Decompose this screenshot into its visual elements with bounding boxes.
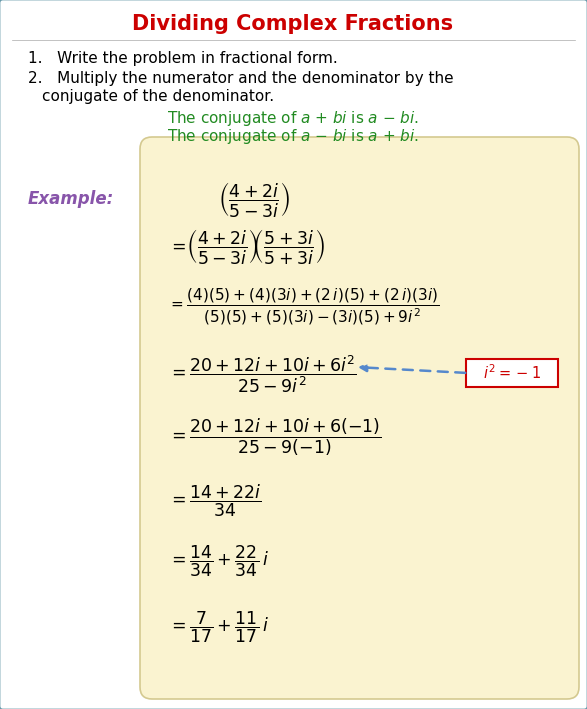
- Text: $=\dfrac{20+12i+10i+6(-1)}{25-9(-1)}$: $=\dfrac{20+12i+10i+6(-1)}{25-9(-1)}$: [168, 416, 382, 458]
- Text: $=\dfrac{14}{34}+\dfrac{22}{34}\,i$: $=\dfrac{14}{34}+\dfrac{22}{34}\,i$: [168, 543, 269, 579]
- Text: conjugate of the denominator.: conjugate of the denominator.: [42, 89, 274, 104]
- Text: $=\dfrac{14+22i}{34}$: $=\dfrac{14+22i}{34}$: [168, 483, 262, 519]
- Text: 2.   Multiply the numerator and the denominator by the: 2. Multiply the numerator and the denomi…: [28, 72, 454, 86]
- FancyBboxPatch shape: [466, 359, 558, 387]
- Text: 1.   Write the problem in fractional form.: 1. Write the problem in fractional form.: [28, 50, 338, 65]
- Text: The conjugate of $\it{a}$ + $\it{bi}$ is $\it{a}$ $-$ $\it{bi}$.: The conjugate of $\it{a}$ + $\it{bi}$ is…: [167, 108, 419, 128]
- Text: $=\!\left(\dfrac{4+2i}{5-3i}\right)\!\!\left(\dfrac{5+3i}{5+3i}\right)$: $=\!\left(\dfrac{4+2i}{5-3i}\right)\!\!\…: [168, 228, 325, 267]
- Text: $=\dfrac{7}{17}+\dfrac{11}{17}\,i$: $=\dfrac{7}{17}+\dfrac{11}{17}\,i$: [168, 609, 269, 644]
- Text: The conjugate of $\it{a}$ $-$ $\it{bi}$ is $\it{a}$ + $\it{bi}$.: The conjugate of $\it{a}$ $-$ $\it{bi}$ …: [167, 126, 419, 145]
- FancyBboxPatch shape: [140, 137, 579, 699]
- Text: $\left(\dfrac{4+2i}{5-3i}\right)$: $\left(\dfrac{4+2i}{5-3i}\right)$: [218, 179, 290, 218]
- Text: $i^{2}=-1$: $i^{2}=-1$: [483, 364, 541, 382]
- Text: Example:: Example:: [28, 190, 114, 208]
- Text: $=\dfrac{(4)(5)+(4)(3i)+(2\,i)(5)+(2\,i)(3i)}{(5)(5)+(5)(3i)-(3i)(5)+9i^{2}}$: $=\dfrac{(4)(5)+(4)(3i)+(2\,i)(5)+(2\,i)…: [168, 286, 440, 328]
- Text: $=\dfrac{20+12i+10i+6i^{2}}{25-9i^{2}}$: $=\dfrac{20+12i+10i+6i^{2}}{25-9i^{2}}$: [168, 353, 357, 395]
- Text: Dividing Complex Fractions: Dividing Complex Fractions: [133, 14, 454, 34]
